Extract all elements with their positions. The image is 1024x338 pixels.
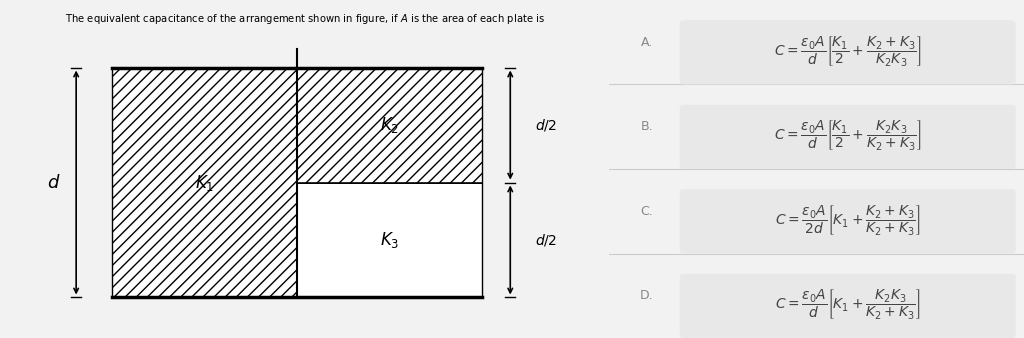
Polygon shape: [112, 68, 297, 297]
Text: $d$: $d$: [46, 173, 60, 192]
Text: $C = \dfrac{\varepsilon_0 A}{d} \left[K_1 + \dfrac{K_2 K_3}{K_2 + K_3}\right]$: $C = \dfrac{\varepsilon_0 A}{d} \left[K_…: [775, 287, 921, 321]
Text: The equivalent capacitance of the arrangement shown in figure, if $A$ is the are: The equivalent capacitance of the arrang…: [65, 12, 545, 26]
FancyBboxPatch shape: [680, 189, 1016, 254]
Text: $C = \dfrac{\varepsilon_0 A}{d} \left[\dfrac{K_1}{2} + \dfrac{K_2 + K_3}{K_2 K_3: $C = \dfrac{\varepsilon_0 A}{d} \left[\d…: [774, 34, 922, 68]
Text: A.: A.: [640, 36, 652, 49]
Text: $C = \dfrac{\varepsilon_0 A}{d} \left[\dfrac{K_1}{2} + \dfrac{K_2 K_3}{K_2 + K_3: $C = \dfrac{\varepsilon_0 A}{d} \left[\d…: [774, 118, 922, 152]
Text: $d/2$: $d/2$: [535, 232, 557, 248]
FancyBboxPatch shape: [680, 105, 1016, 169]
Polygon shape: [297, 68, 482, 183]
Text: $d/2$: $d/2$: [535, 117, 557, 133]
Text: D.: D.: [640, 289, 653, 302]
Text: C.: C.: [640, 205, 653, 218]
FancyBboxPatch shape: [680, 20, 1016, 84]
Text: $K_1$: $K_1$: [195, 172, 214, 193]
Text: $K_3$: $K_3$: [380, 230, 399, 250]
Text: $C = \dfrac{\varepsilon_0 A}{2d} \left[K_1 + \dfrac{K_2 + K_3}{K_2 + K_3}\right]: $C = \dfrac{\varepsilon_0 A}{2d} \left[K…: [775, 203, 921, 237]
Text: B.: B.: [640, 120, 653, 133]
Polygon shape: [297, 183, 482, 297]
Text: $K_2$: $K_2$: [380, 115, 399, 135]
FancyBboxPatch shape: [680, 274, 1016, 338]
